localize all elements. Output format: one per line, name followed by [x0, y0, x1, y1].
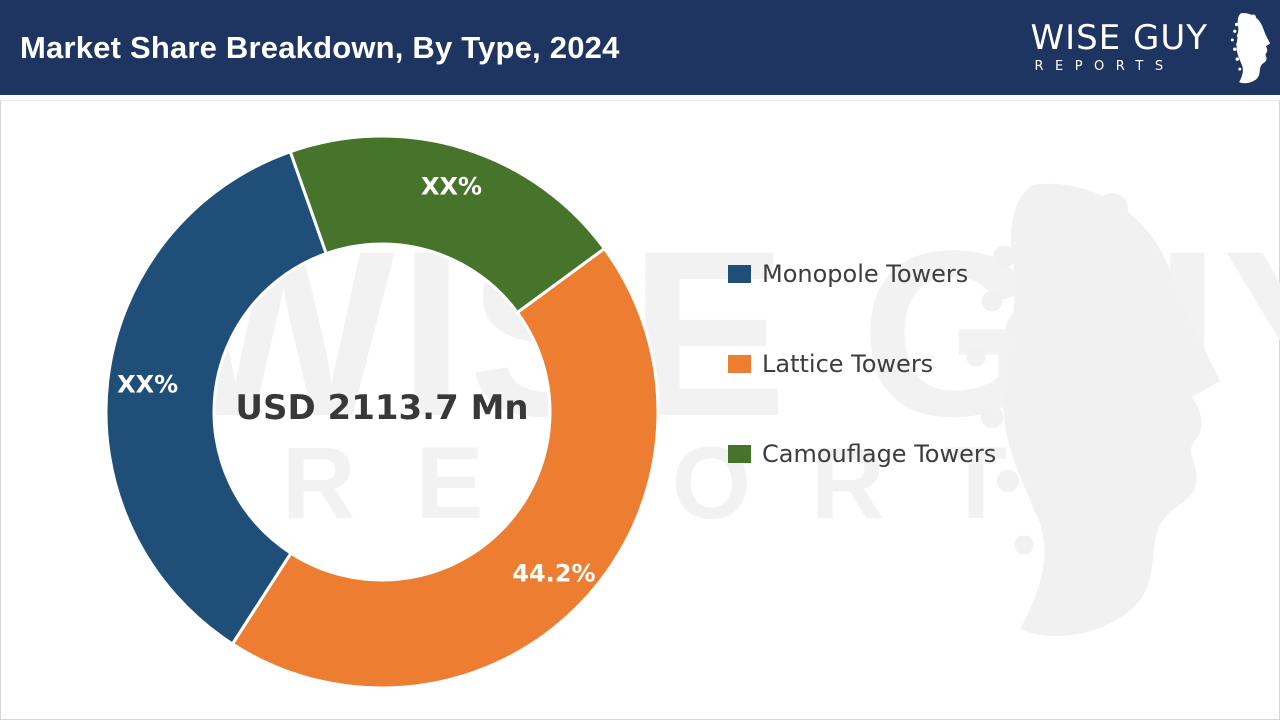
legend-swatch-monopole: [728, 265, 751, 283]
legend-item-monopole-towers: Monopole Towers: [728, 256, 996, 292]
legend-swatch-camouflage: [728, 445, 751, 463]
brand-face-icon: [1230, 12, 1271, 83]
header-bar: Market Share Breakdown, By Type, 2024 WI…: [0, 0, 1280, 95]
slice-label: XX%: [117, 371, 178, 399]
brand-logo-text: WISE GUY REPORTS: [1030, 21, 1208, 74]
slice-label: XX%: [421, 173, 482, 201]
legend-item-lattice-towers: Lattice Towers: [728, 346, 996, 382]
page-title: Market Share Breakdown, By Type, 2024: [20, 29, 620, 65]
brand-name: WISE GUY: [1030, 18, 1208, 58]
donut-slice-monopole-towers: [104, 149, 329, 647]
chart-center-value: USD 2113.7 Mn: [235, 388, 529, 428]
legend-item-camouflage-towers: Camouflage Towers: [728, 436, 996, 472]
chart-legend: Monopole Towers Lattice Towers Camouflag…: [728, 256, 996, 526]
legend-label: Camouflage Towers: [762, 440, 997, 468]
legend-swatch-lattice: [728, 355, 751, 373]
brand-logo: WISE GUY REPORTS: [1030, 0, 1272, 95]
donut-slice-camouflage-towers: [288, 134, 607, 315]
slice-label: 44.2%: [512, 560, 595, 588]
donut-slice-lattice-towers: [230, 246, 660, 690]
legend-label: Monopole Towers: [762, 260, 969, 288]
legend-label: Lattice Towers: [762, 350, 934, 378]
brand-subtitle: REPORTS: [1034, 59, 1175, 74]
